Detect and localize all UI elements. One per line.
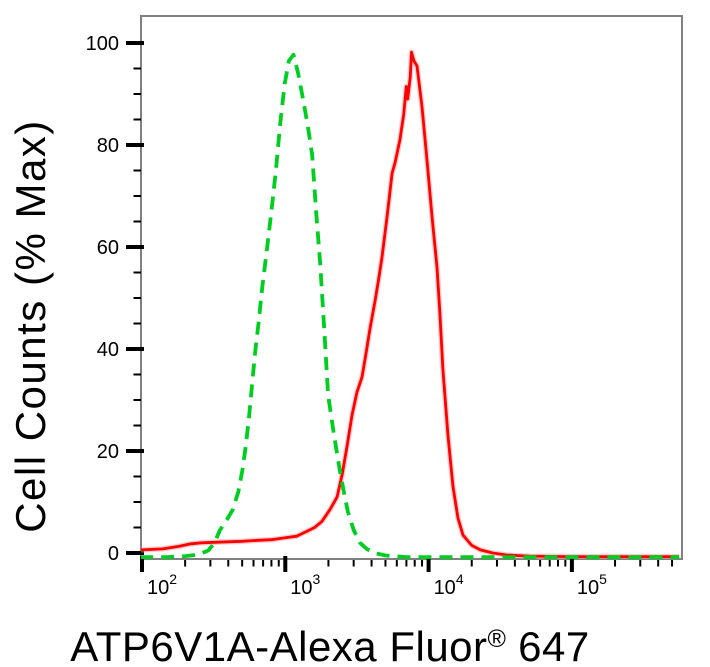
x-axis-title-main: ATP6V1A-Alexa Fluor [70, 623, 488, 667]
control-histogram-curve [141, 52, 680, 559]
x-tick-exponent: 5 [599, 571, 607, 587]
x-tick-label: 105 [577, 571, 607, 599]
y-tick-label: 80 [97, 135, 119, 157]
y-axis-title: Cell Counts (% Max) [7, 119, 54, 533]
y-tick-label: 100 [86, 33, 119, 55]
sample-curve-halo [141, 49, 680, 559]
sample-histogram-curve [141, 50, 680, 558]
x-axis-title: ATP6V1A-Alexa Fluor® 647 [70, 623, 589, 667]
x-tick-label: 104 [434, 571, 464, 599]
plot-frame [140, 15, 683, 560]
registered-trademark-symbol: ® [487, 625, 506, 653]
y-tick-label: 60 [97, 237, 119, 259]
x-axis-title-suffix: 647 [505, 623, 590, 667]
x-tick-exponent: 3 [313, 571, 321, 587]
y-axis: 0 20 40 60 80 100 [86, 33, 144, 565]
x-tick-label: 103 [290, 571, 320, 599]
y-tick-label: 20 [97, 441, 119, 463]
y-tick-label: 0 [108, 543, 119, 565]
x-tick-exponent: 4 [456, 571, 464, 587]
y-tick-label: 40 [97, 339, 119, 361]
x-tick-label: 102 [147, 571, 177, 599]
x-tick-exponent: 2 [169, 571, 177, 587]
x-axis: 102 103 104 105 [140, 556, 674, 599]
curves-layer [141, 49, 680, 559]
